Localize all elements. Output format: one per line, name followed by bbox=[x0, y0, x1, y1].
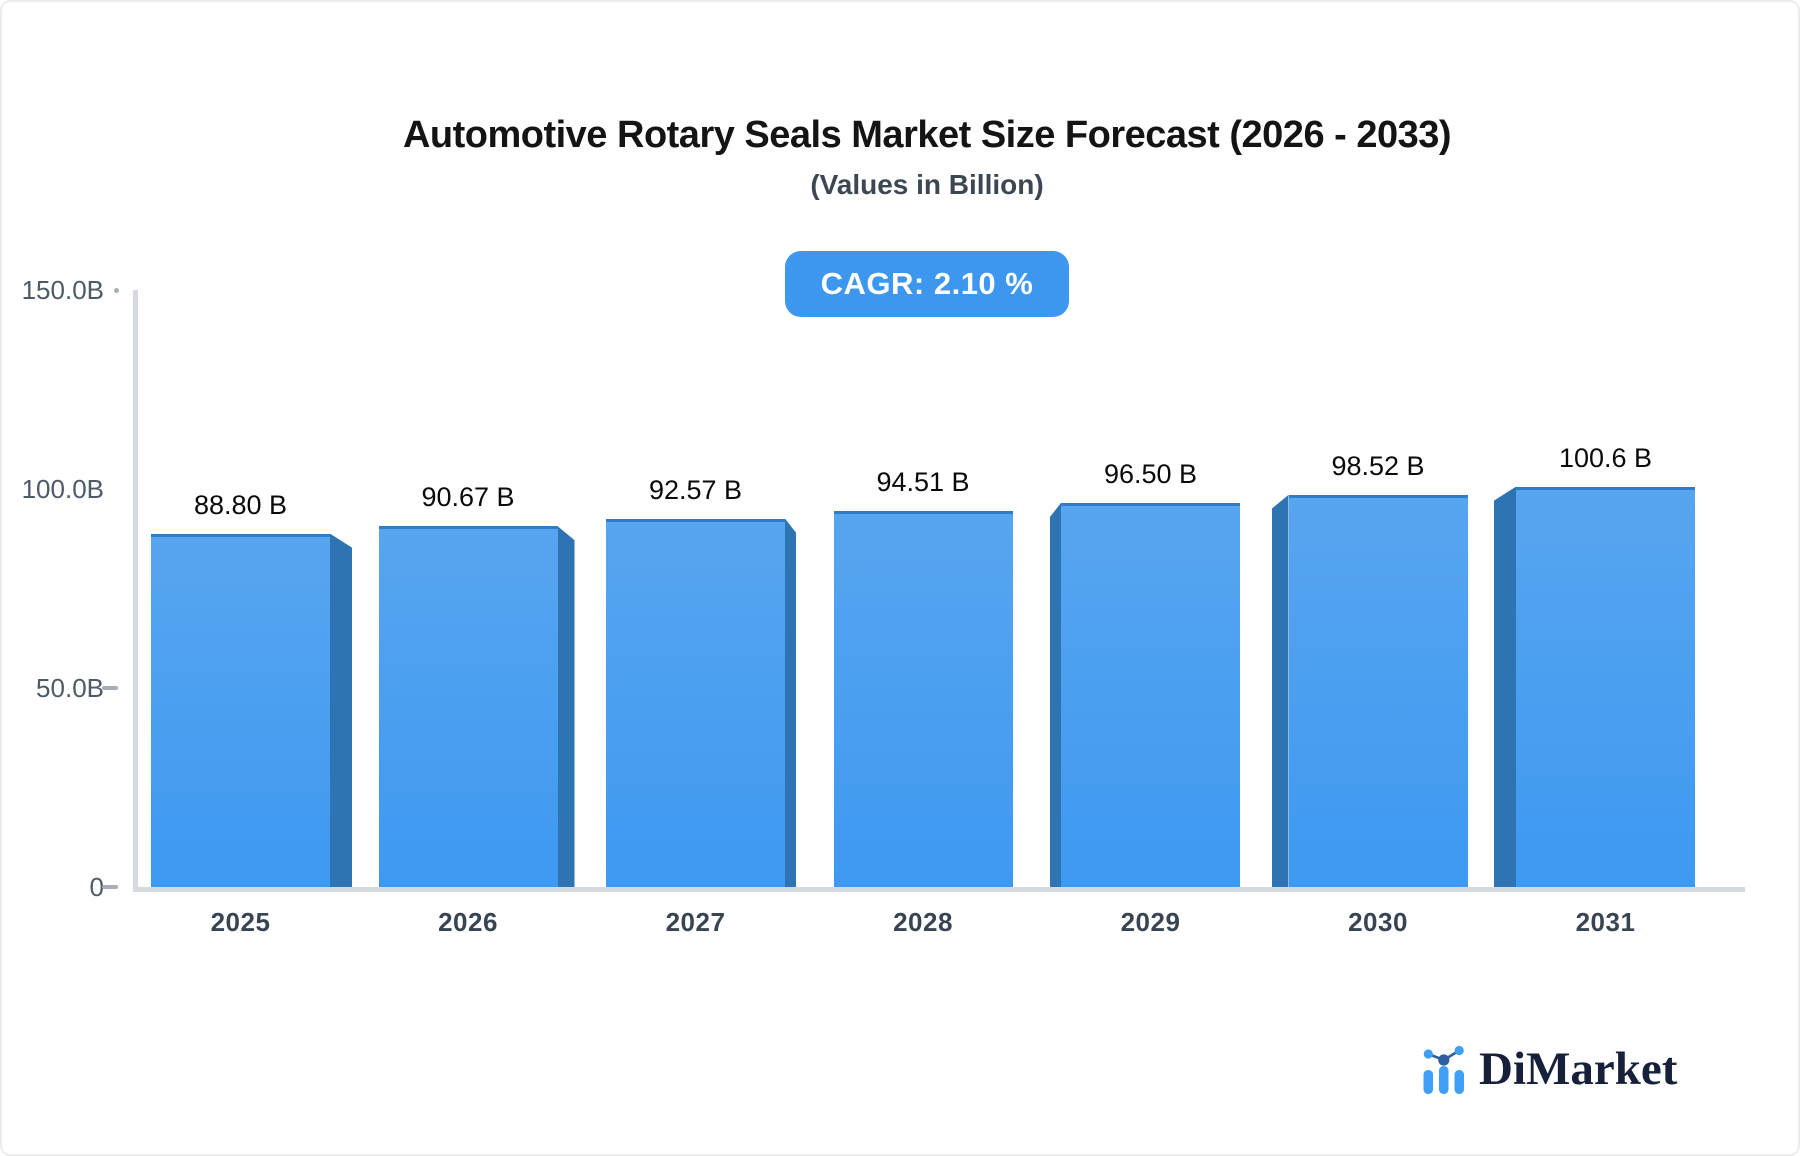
bar-2026[interactable] bbox=[378, 526, 558, 887]
bar-2031[interactable] bbox=[1516, 486, 1695, 887]
x-axis-label-2029: 2029 bbox=[1120, 907, 1181, 937]
bar-2030[interactable] bbox=[1288, 494, 1468, 887]
y-axis-label: 150.0B bbox=[21, 275, 104, 305]
cagr-badge: CAGR: 2.10 % bbox=[784, 251, 1070, 317]
x-axis-label-2028: 2028 bbox=[893, 907, 953, 937]
bar-side-2026 bbox=[557, 526, 575, 887]
y-axis-line bbox=[133, 290, 138, 892]
x-axis-label-2025: 2025 bbox=[210, 907, 271, 937]
bar-2029[interactable] bbox=[1061, 502, 1240, 887]
bar-value-label: 94.51 B bbox=[876, 466, 970, 497]
bar-value-label: 98.52 B bbox=[1331, 450, 1425, 481]
x-axis-line bbox=[133, 887, 1745, 892]
bar-side-2027 bbox=[785, 518, 796, 887]
bar-value-label: 96.50 B bbox=[1103, 458, 1198, 489]
bar-side-2025 bbox=[330, 533, 352, 887]
bar-value-label: 88.80 B bbox=[193, 489, 288, 520]
chart-header: Automotive Rotary Seals Market Size Fore… bbox=[27, 114, 1798, 317]
bar-value-label: 92.57 B bbox=[648, 474, 743, 505]
bar-value-label: 100.6 B bbox=[1558, 442, 1653, 473]
logo-text: DiMarket bbox=[1479, 1043, 1678, 1095]
x-axis-label-2030: 2030 bbox=[1348, 907, 1408, 937]
bar-chart-dots-icon bbox=[1423, 1045, 1464, 1094]
chart-title: Automotive Rotary Seals Market Size Fore… bbox=[402, 114, 1452, 156]
y-axis-label: 50.0B bbox=[36, 673, 104, 703]
y-axis-tick bbox=[102, 885, 118, 889]
bar-2025[interactable] bbox=[151, 533, 330, 887]
bar-side-2029 bbox=[1050, 502, 1061, 887]
y-axis-label: 0 bbox=[89, 872, 104, 902]
x-axis-label-2027: 2027 bbox=[665, 907, 726, 937]
x-axis-label-2031: 2031 bbox=[1575, 907, 1636, 937]
bar-side-2030 bbox=[1271, 494, 1289, 887]
bar-value-label: 90.67 B bbox=[421, 482, 515, 513]
y-axis-tick bbox=[114, 288, 119, 293]
bar-2027[interactable] bbox=[606, 518, 785, 887]
dimarket-logo: DiMarket bbox=[1422, 1044, 1677, 1094]
y-axis-label: 100.0B bbox=[21, 474, 104, 504]
bar-2028[interactable] bbox=[833, 510, 1013, 887]
bar-side-2031 bbox=[1494, 486, 1516, 887]
x-axis-label-2026: 2026 bbox=[438, 907, 498, 937]
y-axis-tick bbox=[102, 686, 118, 690]
chart-subtitle: (Values in Billion) bbox=[810, 169, 1044, 200]
